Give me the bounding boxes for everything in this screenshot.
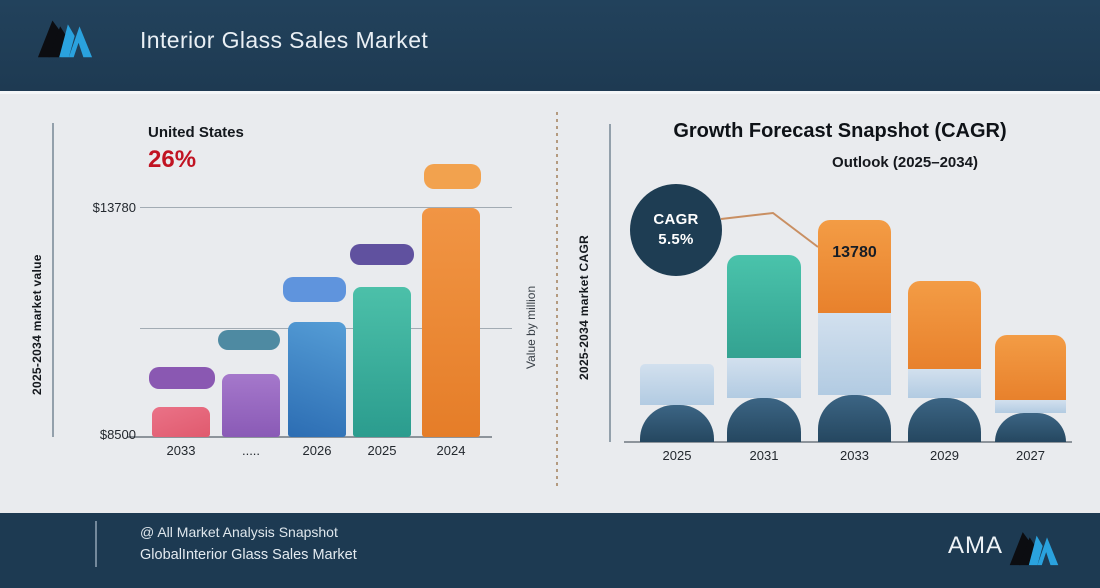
right-y-axis-title: 2025-2034 market CAGR (577, 234, 591, 381)
right-bar-2025 (640, 364, 714, 442)
right-bar-segment-lightblue (908, 369, 981, 398)
right-bar-segment-navy-dome (727, 398, 801, 442)
left-bar-2024 (422, 208, 480, 437)
gridline-13780 (140, 207, 512, 208)
left-chart-percentage: 26% (148, 146, 197, 173)
footer-brand-text: AMA (948, 532, 1004, 559)
right-bar-segment-lightblue (727, 358, 801, 398)
cagr-badge-value: 5.5% (658, 231, 694, 248)
right-bar-2033: 13780 (818, 220, 891, 442)
right-bar-segment-lightblue (818, 313, 891, 395)
left-chart-region-label: United States (148, 124, 244, 141)
right-y-axis (609, 124, 611, 442)
left-y-axis (52, 123, 54, 437)
header-bar: Interior Glass Sales Market (0, 0, 1100, 91)
right-x-axis (624, 441, 1072, 443)
left-bar-2033 (152, 407, 210, 437)
right-bar-segment-teal (727, 255, 801, 358)
left-bar-cap-2024 (424, 164, 481, 189)
right-bar-segment-lightblue (640, 364, 714, 405)
left-x-axis (127, 436, 492, 438)
right-x-label-2029: 2029 (930, 448, 959, 463)
right-x-label-2031: 2031 (749, 448, 779, 463)
left-bar-..... (222, 374, 280, 437)
cagr-badge-label: CAGR (653, 210, 699, 228)
y-tick-top: $13780 (92, 200, 136, 215)
cagr-badge: CAGR 5.5% (630, 184, 722, 276)
value-by-million-label: Value by million (524, 285, 538, 370)
y-tick-bottom: $8500 (99, 427, 136, 442)
footer-tagline: @ All Market Analysis Snapshot (140, 524, 338, 540)
right-bar-2027 (995, 335, 1066, 442)
right-bar-segment-navy-dome (818, 395, 891, 442)
ama-logo-footer-icon (1009, 532, 1059, 566)
left-bar-2025 (353, 287, 411, 437)
ama-logo-icon (37, 20, 93, 58)
page-title: Interior Glass Sales Market (140, 27, 429, 53)
right-bar-segment-orange (908, 281, 981, 369)
left-x-label-2026: 2026 (302, 443, 332, 458)
left-bar-2026 (288, 322, 346, 437)
left-x-label-2024: 2024 (436, 443, 466, 458)
footer-divider (95, 521, 97, 567)
right-bar-segment-navy-dome (640, 405, 714, 442)
right-bar-segment-lightblue (995, 400, 1066, 413)
section-divider (556, 112, 558, 490)
right-bar-2031 (727, 255, 801, 442)
right-bar-2029 (908, 281, 981, 442)
left-bar-cap-2026 (283, 277, 346, 302)
right-x-label-2027: 2027 (1016, 448, 1045, 463)
right-x-label-2025: 2025 (662, 448, 692, 463)
left-bar-cap-2025 (350, 244, 414, 265)
footer-bar: @ All Market Analysis Snapshot GlobalInt… (0, 513, 1100, 588)
left-x-label-.....: ..... (241, 443, 261, 458)
right-bar-value-label: 13780 (832, 244, 877, 261)
left-bar-cap-2033 (149, 367, 215, 389)
right-bar-segment-orange (818, 220, 891, 313)
right-chart-subtitle: Outlook (2025–2034) (832, 154, 978, 171)
left-x-label-2025: 2025 (367, 443, 397, 458)
right-bar-segment-orange (995, 335, 1066, 400)
right-bar-segment-navy-dome (995, 413, 1066, 442)
left-y-axis-title: 2025-2034 market value (30, 254, 44, 396)
footer-market-name: GlobalInterior Glass Sales Market (140, 547, 357, 563)
right-x-label-2033: 2033 (840, 448, 869, 463)
right-bar-segment-navy-dome (908, 398, 981, 442)
right-chart-title: Growth Forecast Snapshot (CAGR) (673, 120, 1007, 142)
left-bar-cap-..... (218, 330, 280, 350)
left-x-label-2033: 2033 (166, 443, 196, 458)
